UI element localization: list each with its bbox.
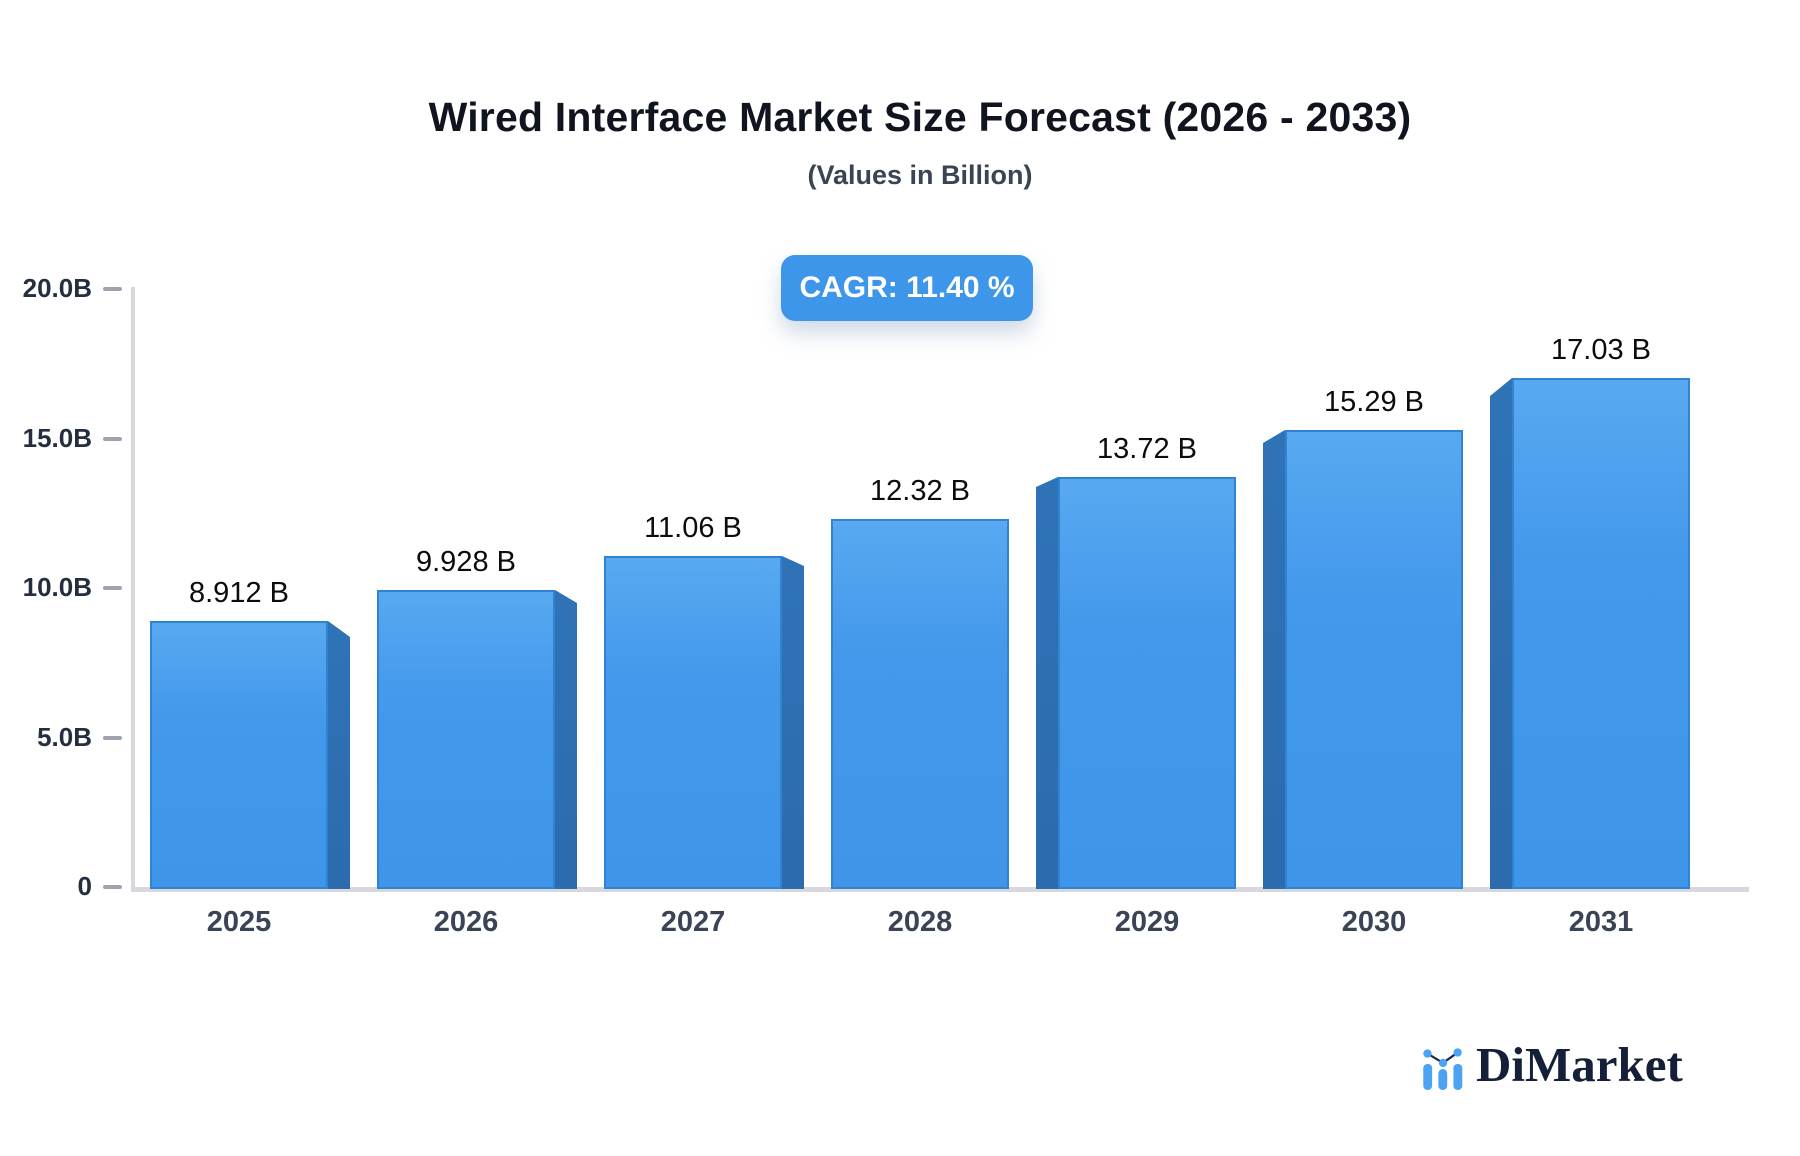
y-axis-tick-mark — [103, 436, 122, 441]
y-axis-tick-mark — [103, 287, 122, 291]
y-axis-tick-label: 10.0B — [22, 572, 92, 602]
brand-logo[interactable]: DiMarket — [1420, 1038, 1683, 1092]
bar-value-label: 9.928 B — [416, 546, 516, 578]
y-axis-tick-mark — [103, 885, 122, 889]
y-axis-line — [131, 287, 135, 891]
bar-2031-3d-side — [1490, 378, 1512, 889]
y-axis-tick-label: 15.0B — [22, 422, 92, 453]
bar-2031[interactable] — [1512, 378, 1690, 889]
bar-2026[interactable] — [377, 590, 555, 889]
bar-2030[interactable] — [1285, 430, 1463, 889]
cagr-badge: CAGR: 11.40 % — [781, 255, 1033, 321]
bar-2029-3d-side — [1036, 477, 1058, 889]
bar-value-label: 8.912 B — [189, 577, 289, 609]
x-axis-baseline — [131, 887, 1749, 892]
y-axis-tick-label: 5.0B — [37, 721, 92, 752]
bar-chart-logo-icon — [1423, 1048, 1463, 1090]
cagr-badge-label: CAGR: 11.40 % — [799, 271, 1015, 304]
page-title: Wired Interface Market Size Forecast (20… — [428, 94, 1412, 140]
x-axis-label-2025: 2025 — [206, 906, 272, 938]
chart-subtitle: (Values in Billion) — [807, 160, 1033, 190]
bar-2027[interactable] — [604, 556, 782, 889]
x-axis-label-2030: 2030 — [1341, 906, 1407, 938]
bar-2025[interactable] — [150, 621, 328, 889]
y-axis-tick-mark — [103, 586, 122, 590]
bar-2027-3d-side — [782, 556, 804, 889]
bar-2026-3d-side — [555, 590, 577, 889]
x-axis-label-2029: 2029 — [1114, 906, 1180, 938]
y-axis-tick-label: 20.0B — [22, 273, 92, 303]
x-axis-label-2026: 2026 — [433, 906, 499, 938]
bar-2029[interactable] — [1058, 477, 1236, 889]
bar-value-label: 17.03 B — [1551, 334, 1651, 366]
x-axis-label-2027: 2027 — [660, 906, 726, 938]
bar-value-label: 12.32 B — [870, 475, 970, 507]
y-axis-tick-mark — [103, 735, 122, 740]
x-axis-label-2031: 2031 — [1568, 906, 1634, 938]
bar-2030-3d-side — [1263, 430, 1285, 889]
bar-2028[interactable] — [831, 519, 1009, 889]
bar-value-label: 15.29 B — [1324, 386, 1424, 418]
y-axis-tick-label: 0 — [77, 871, 92, 901]
bar-value-label: 11.06 B — [644, 512, 742, 544]
brand-name: DiMarket — [1476, 1037, 1683, 1092]
x-axis-label-2028: 2028 — [887, 906, 953, 938]
bar-value-label: 13.72 B — [1097, 433, 1197, 465]
bar-2025-3d-side — [328, 621, 350, 889]
